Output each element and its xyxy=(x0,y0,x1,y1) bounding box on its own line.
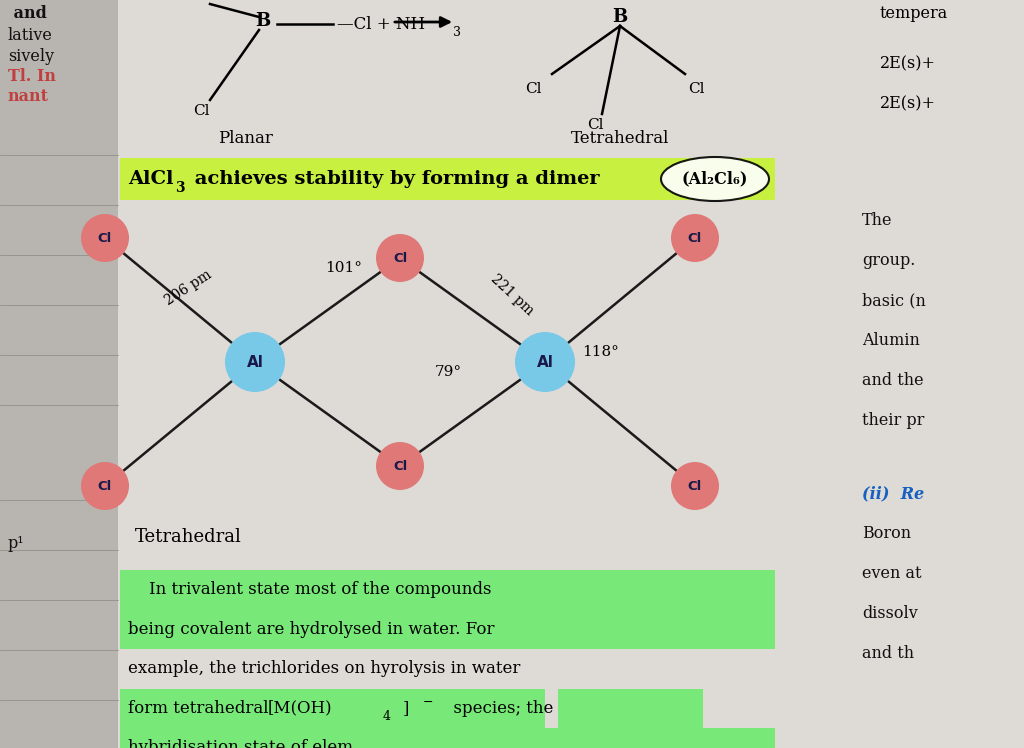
Text: 79°: 79° xyxy=(435,365,462,379)
Text: sively: sively xyxy=(8,48,54,65)
Text: basic (n: basic (n xyxy=(862,292,926,309)
Text: 2E(s)+: 2E(s)+ xyxy=(880,95,936,112)
Text: B: B xyxy=(255,12,270,30)
Text: lative: lative xyxy=(8,27,53,44)
Circle shape xyxy=(225,332,285,392)
Text: example, the trichlorides on hyrolysis in water: example, the trichlorides on hyrolysis i… xyxy=(128,660,520,677)
Text: Cl: Cl xyxy=(393,251,408,265)
Text: −: − xyxy=(423,696,433,709)
Text: Cl: Cl xyxy=(98,231,112,245)
Text: 4: 4 xyxy=(383,710,391,723)
Text: Cl: Cl xyxy=(688,479,702,492)
Text: The: The xyxy=(862,212,893,229)
Text: group.: group. xyxy=(862,252,915,269)
Text: Alumin: Alumin xyxy=(862,332,920,349)
Bar xyxy=(558,688,703,728)
Text: Cl: Cl xyxy=(525,82,542,96)
Circle shape xyxy=(376,234,424,282)
Text: nant: nant xyxy=(8,88,49,105)
Text: 3: 3 xyxy=(175,181,184,195)
Text: and thе: and thе xyxy=(862,372,924,389)
Circle shape xyxy=(671,462,719,510)
Text: achieves stability by forming a dimer: achieves stability by forming a dimer xyxy=(188,170,600,188)
Text: Tetrahedral: Tetrahedral xyxy=(135,528,242,546)
Text: AlCl: AlCl xyxy=(128,170,173,188)
Text: Al: Al xyxy=(537,355,553,370)
Text: 3: 3 xyxy=(453,25,461,38)
Text: hybridisation state of elem...: hybridisation state of elem... xyxy=(128,739,369,748)
Circle shape xyxy=(376,442,424,490)
Circle shape xyxy=(515,332,575,392)
Text: Planar: Planar xyxy=(217,130,272,147)
Ellipse shape xyxy=(662,157,769,201)
Bar xyxy=(120,570,775,610)
Text: Tl. In: Tl. In xyxy=(8,68,56,85)
Text: Boron: Boron xyxy=(862,525,911,542)
Text: 118°: 118° xyxy=(582,345,618,359)
Text: Cl: Cl xyxy=(688,231,702,245)
Text: 2E(s)+: 2E(s)+ xyxy=(880,55,936,72)
Circle shape xyxy=(81,462,129,510)
Text: form tetrahedral: form tetrahedral xyxy=(128,700,279,717)
Text: 206 pm: 206 pm xyxy=(162,268,214,308)
Text: tempera: tempera xyxy=(880,5,948,22)
Bar xyxy=(120,610,775,649)
Text: B: B xyxy=(612,8,628,26)
Text: Cl: Cl xyxy=(587,118,603,132)
Text: Tetrahedral: Tetrahedral xyxy=(570,130,670,147)
Text: Al: Al xyxy=(247,355,263,370)
Text: (ii)  Re: (ii) Re xyxy=(862,485,924,502)
Bar xyxy=(0,0,118,748)
Text: [M(OH): [M(OH) xyxy=(268,700,333,717)
Text: their pr: their pr xyxy=(862,412,925,429)
Text: Cl: Cl xyxy=(688,82,705,96)
Text: dissolv: dissolv xyxy=(862,605,918,622)
Text: p¹: p¹ xyxy=(8,535,25,552)
Bar xyxy=(120,728,775,748)
Circle shape xyxy=(81,214,129,262)
Bar xyxy=(120,158,775,200)
Text: being covalent are hydrolysed in water. For: being covalent are hydrolysed in water. … xyxy=(128,621,495,638)
Text: and th: and th xyxy=(862,645,914,662)
Text: 101°: 101° xyxy=(325,261,362,275)
Text: even at: even at xyxy=(862,565,922,582)
Text: and: and xyxy=(8,5,47,22)
Circle shape xyxy=(671,214,719,262)
Bar xyxy=(120,688,545,728)
Text: species; the: species; the xyxy=(443,700,553,717)
Text: ]: ] xyxy=(403,700,410,717)
Text: —Cl + NH: —Cl + NH xyxy=(337,16,425,32)
Text: Cl: Cl xyxy=(393,459,408,473)
Text: Cl: Cl xyxy=(193,104,210,118)
Text: In trivalent state most of the compounds: In trivalent state most of the compounds xyxy=(128,581,492,598)
Text: (Al₂Cl₆): (Al₂Cl₆) xyxy=(682,171,749,188)
Text: 221 pm: 221 pm xyxy=(488,272,537,318)
Text: Cl: Cl xyxy=(98,479,112,492)
